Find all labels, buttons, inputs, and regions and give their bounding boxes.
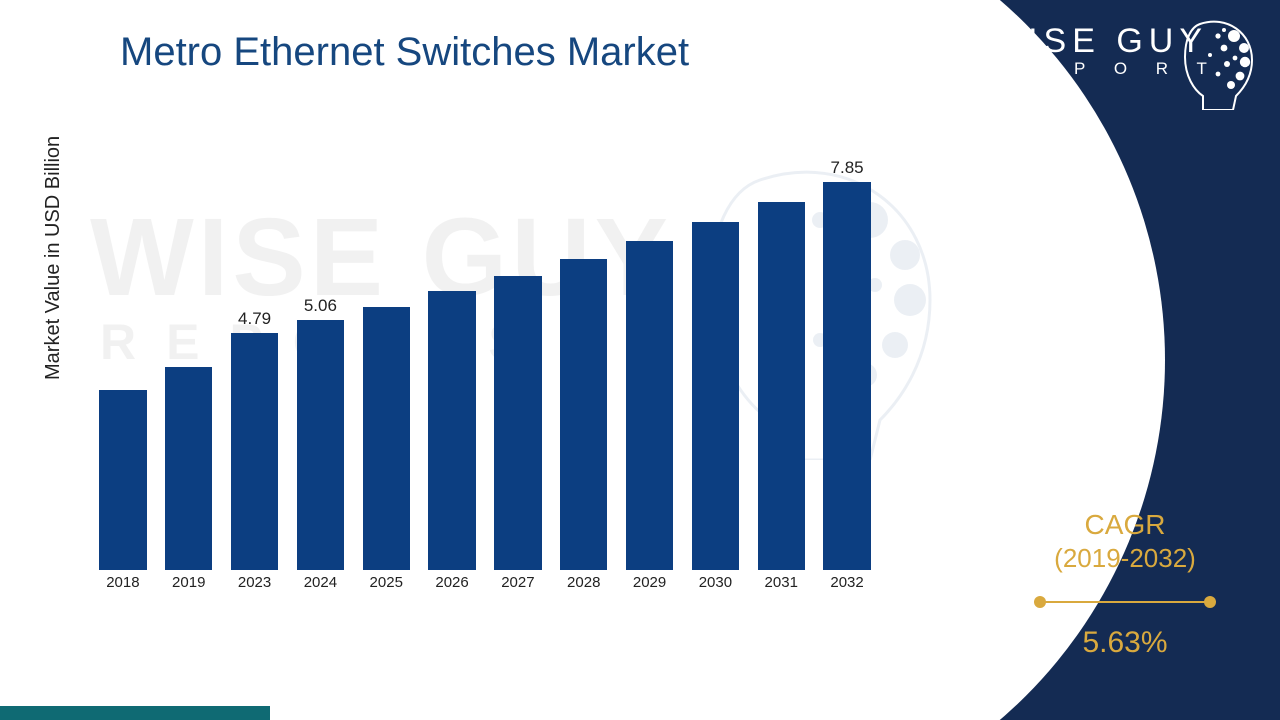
bar <box>165 367 212 570</box>
bar-wrap <box>165 150 212 570</box>
cagr-divider <box>1040 592 1210 612</box>
bar <box>494 276 541 570</box>
bar-wrap <box>692 150 739 570</box>
bar-wrap <box>560 150 607 570</box>
x-tick-label: 2023 <box>222 574 288 591</box>
bar <box>99 390 146 570</box>
x-tick-label: 2024 <box>288 574 354 591</box>
bar-wrap <box>758 150 805 570</box>
bar-wrap <box>363 150 410 570</box>
bar-wrap <box>626 150 673 570</box>
bar-chart: Market Value in USD Billion 4.795.067.85… <box>50 150 880 610</box>
bar-value-label: 7.85 <box>823 158 870 178</box>
cagr-value: 5.63% <box>1010 626 1240 660</box>
cagr-range: (2019-2032) <box>1010 543 1240 574</box>
x-tick-label: 2031 <box>748 574 814 591</box>
x-tick-label: 2025 <box>353 574 419 591</box>
chart-title: Metro Ethernet Switches Market <box>120 30 689 75</box>
bar-wrap: 7.85 <box>823 150 870 570</box>
cagr-label: CAGR <box>1010 509 1240 541</box>
stage: WISE GUY REPORTS Metro Ethernet Switches… <box>0 0 1280 720</box>
x-tick-label: 2028 <box>551 574 617 591</box>
y-axis-label: Market Value in USD Billion <box>42 136 65 380</box>
bar-wrap <box>428 150 475 570</box>
bar-value-label: 5.06 <box>297 296 344 316</box>
x-axis: 2018201920232024202520262027202820292030… <box>90 570 880 610</box>
bottom-accent-bar <box>0 706 270 720</box>
logo-line1: WISE GUY <box>990 22 1250 61</box>
bar <box>758 202 805 570</box>
bar-wrap <box>99 150 146 570</box>
x-tick-label: 2032 <box>814 574 880 591</box>
bar-value-label: 4.79 <box>231 309 278 329</box>
bar <box>560 259 607 570</box>
bar <box>692 222 739 570</box>
bar <box>626 241 673 570</box>
bar <box>231 333 278 570</box>
x-tick-label: 2019 <box>156 574 222 591</box>
x-tick-label: 2030 <box>683 574 749 591</box>
logo-line2: R E P O R T S <box>990 59 1250 99</box>
bar <box>428 291 475 570</box>
bar <box>823 182 870 570</box>
bar-wrap: 4.79 <box>231 150 278 570</box>
plot-area: 4.79 5.06 7.85 <box>90 150 880 570</box>
cagr-block: CAGR (2019-2032) 5.63% <box>1010 509 1240 660</box>
bar-wrap: 5.06 <box>297 150 344 570</box>
x-tick-label: 2027 <box>485 574 551 591</box>
x-tick-label: 2018 <box>90 574 156 591</box>
logo: WISE GUY R E P O R T S <box>990 22 1250 99</box>
bar-wrap <box>494 150 541 570</box>
x-tick-label: 2029 <box>617 574 683 591</box>
x-tick-label: 2026 <box>419 574 485 591</box>
bar <box>363 307 410 570</box>
bar <box>297 320 344 570</box>
